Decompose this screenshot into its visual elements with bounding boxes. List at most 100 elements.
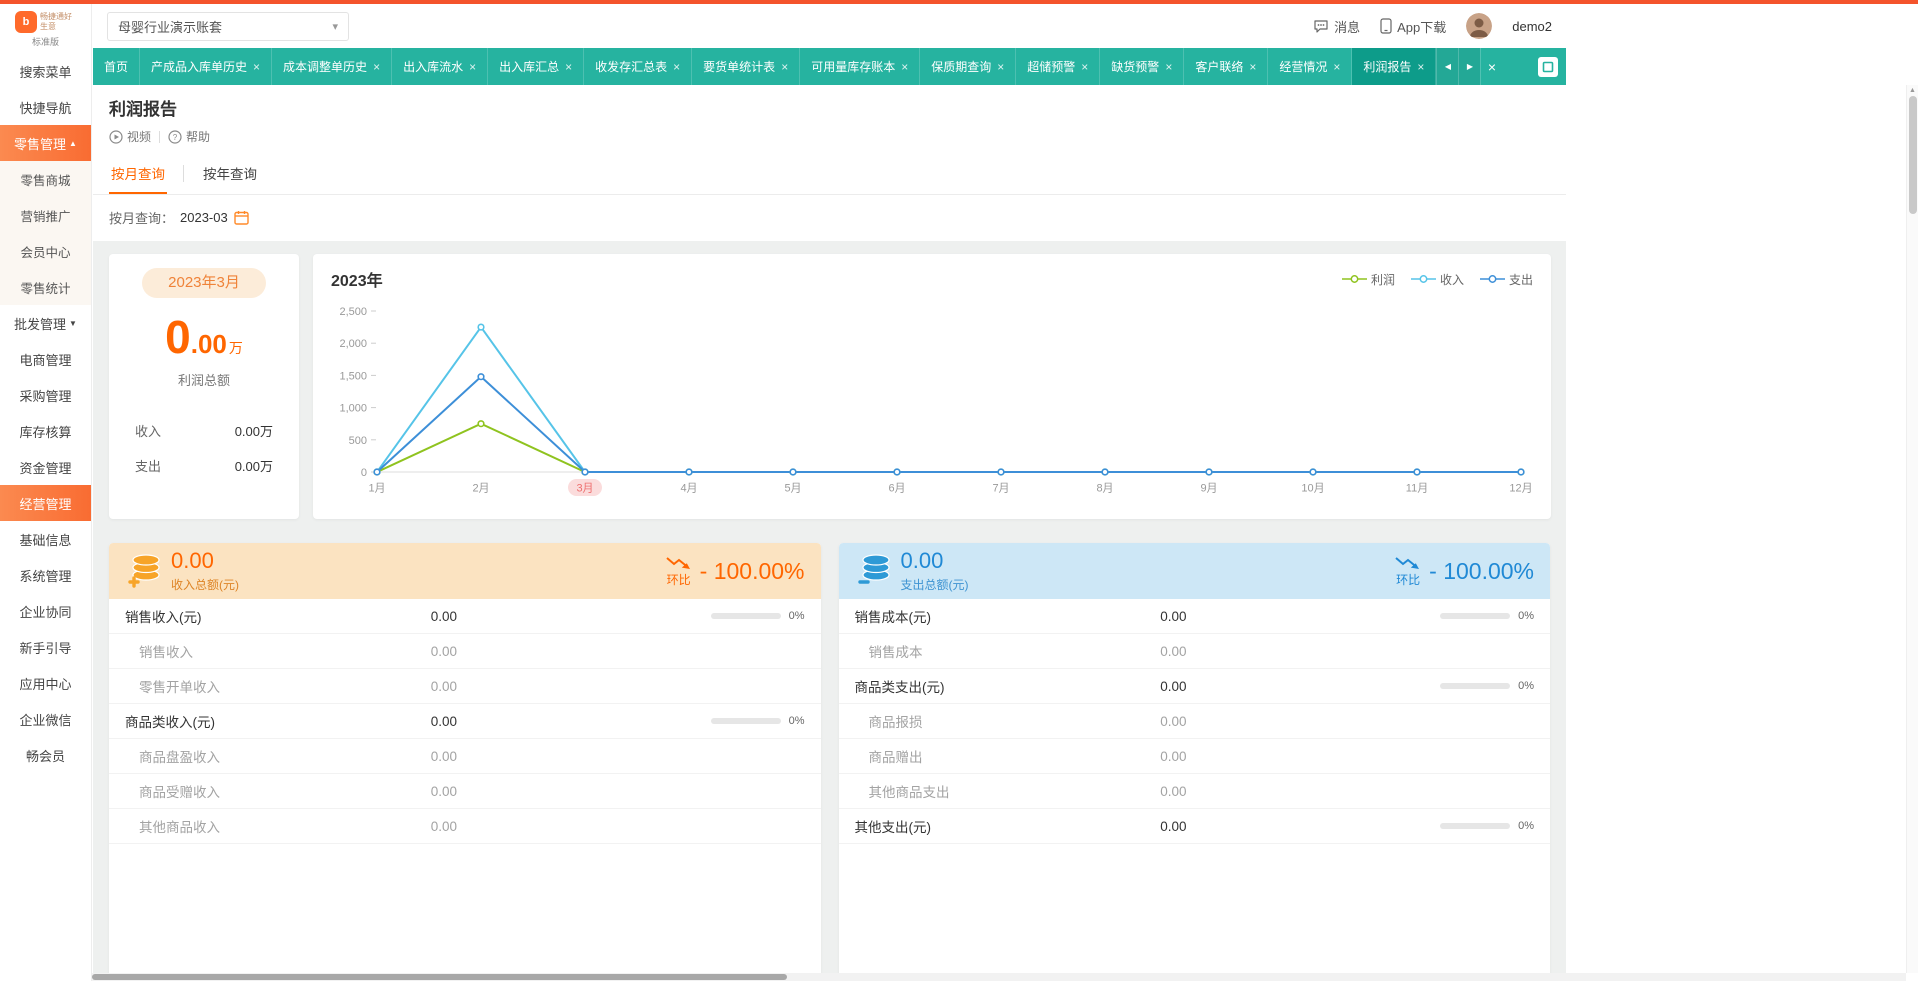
tab-label: 缺货预警 [1111,60,1160,74]
tab-label: 成本调整单历史 [283,60,368,74]
svg-text:12月: 12月 [1509,483,1532,495]
tab[interactable]: 出入库流水 × [392,48,489,85]
stat-row-percent: 0% [1518,680,1534,692]
horizontal-scrollbar-thumb[interactable] [92,974,787,980]
close-icon[interactable]: × [1417,59,1425,74]
account-selector[interactable]: 母婴行业演示账套 ▾ [107,11,349,41]
stat-row: 销售收入(元) 0.00 0% [109,599,821,634]
tab-label: 首页 [104,60,129,74]
horizontal-scrollbar[interactable] [92,973,1906,981]
tab-controls: ◀ ▶ × [1436,48,1502,85]
calendar-icon[interactable] [234,210,249,225]
progress-bar [1440,613,1511,619]
tab[interactable]: 收发存汇总表 × [584,48,693,85]
trend-down-icon [1395,556,1420,569]
sidebar-item[interactable]: 基础信息 [0,521,91,557]
stat-row-value: 0.00 [430,678,458,694]
avatar[interactable] [1466,13,1493,39]
username[interactable]: demo2 [1512,18,1552,34]
sidebar-item[interactable]: 会员中心 [0,233,91,269]
close-icon[interactable]: × [1249,59,1257,74]
page-head: 利润报告 视频 ? 帮助 按月查询 按年查询 按月查询： 2023-03 [93,85,1566,241]
stat-row-percent: 0% [788,715,805,727]
sidebar-item[interactable]: 搜索菜单 [0,53,91,89]
sidebar-item[interactable]: 采购管理 [0,377,91,413]
tab[interactable]: 超储预警 × [1016,48,1101,85]
close-icon[interactable]: × [901,59,909,74]
sidebar: b 畅捷通好生意 标准版 搜索菜单 快捷导航 零售管理 ▲ 零售商城 营销推广 会员中心 零售… [0,4,92,981]
tab[interactable]: 产成品入库单历史 × [140,48,273,85]
sidebar-item[interactable]: 畅会员 [0,737,91,773]
tab[interactable]: 利润报告 × [1352,48,1437,85]
tab[interactable]: 保质期查询 × [920,48,1017,85]
video-link[interactable]: 视频 [109,128,151,145]
sidebar-item[interactable]: 企业微信 [0,701,91,737]
income-mom: 环比 - 100.00% [665,555,805,588]
close-icon[interactable]: × [1333,59,1341,74]
page-links: 视频 ? 帮助 [109,128,1550,145]
messages-button[interactable]: 消息 [1313,17,1360,36]
close-icon[interactable]: × [997,59,1005,74]
tabs-scroll-left-button[interactable]: ◀ [1436,48,1459,85]
tabs-close-all-button[interactable]: × [1480,48,1502,85]
close-icon[interactable]: × [781,59,789,74]
close-icon[interactable]: × [565,59,573,74]
profit-total-unit: 万 [228,340,243,356]
vertical-scrollbar-thumb[interactable] [1908,96,1917,214]
tab[interactable]: 首页 [93,48,141,85]
svg-text:6月: 6月 [888,483,905,495]
sidebar-item[interactable]: 应用中心 [0,665,91,701]
tab[interactable]: 出入库汇总 × [488,48,585,85]
stat-row-value: 0.00 [1160,783,1187,799]
month-picker-value[interactable]: 2023-03 [180,210,228,225]
tab[interactable]: 成本调整单历史 × [272,48,393,85]
query-tab[interactable]: 按月查询 [109,155,184,194]
help-link[interactable]: ? 帮助 [168,128,210,145]
sidebar-item[interactable]: 批发管理 ▼ [0,305,91,341]
expense-card-header: 0.00 支出总额(元) 环比 - 100.00% [838,543,1550,599]
sidebar-item[interactable]: 营销推广 [0,197,91,233]
sidebar-item[interactable]: 零售商城 [0,161,91,197]
stat-row: 商品受赠收入 0.00 [109,774,821,809]
query-tab[interactable]: 按年查询 [203,167,257,182]
legend-item[interactable]: 利润 [1341,271,1395,288]
scroll-up-icon[interactable]: ▲ [1909,87,1916,94]
close-icon[interactable]: × [673,59,681,74]
stat-row-bar-area: 0% [685,610,805,622]
close-icon[interactable]: × [373,59,381,74]
sidebar-item[interactable]: 零售统计 [0,269,91,305]
app-download-button[interactable]: App下载 [1380,17,1446,36]
main-area: 母婴行业演示账套 ▾ 消息 App下载 demo2 首页 产成品入库单历史 × 成本 [93,4,1566,981]
help-icon: ? [168,129,182,144]
svg-text:8月: 8月 [1096,483,1113,495]
sidebar-item[interactable]: 零售管理 ▲ [0,125,91,161]
income-mom-value: - 100.00% [699,557,805,584]
close-icon[interactable]: × [253,59,261,74]
tab[interactable]: 可用量库存账本 × [800,48,921,85]
expense-rows: 销售成本(元) 0.00 0% 销售成本 0.00 商品类支出(元) 0.00 0% 商品报损 0… [838,599,1550,844]
tab[interactable]: 缺货预警 × [1100,48,1185,85]
vertical-scrollbar[interactable]: ▲ [1906,85,1918,973]
close-icon[interactable]: × [469,59,477,74]
fullscreen-button[interactable] [1538,56,1558,77]
sidebar-item[interactable]: 电商管理 [0,341,91,377]
sidebar-item[interactable]: 新手引导 [0,629,91,665]
tab[interactable]: 要货单统计表 × [692,48,801,85]
tabs-scroll-right-button[interactable]: ▶ [1458,48,1481,85]
sidebar-item[interactable]: 资金管理 [0,449,91,485]
stat-row-value: 0.00 [430,608,458,624]
sidebar-item[interactable]: 系统管理 [0,557,91,593]
close-icon[interactable]: × [1081,59,1089,74]
sidebar-item[interactable]: 库存核算 [0,413,91,449]
tab[interactable]: 经营情况 × [1268,48,1353,85]
legend-item[interactable]: 收入 [1410,271,1464,288]
sidebar-item[interactable]: 快捷导航 [0,89,91,125]
tab[interactable]: 客户联络 × [1184,48,1269,85]
stat-row-value: 0.00 [1160,748,1187,764]
sidebar-item[interactable]: 企业协同 [0,593,91,629]
stat-row-percent: 0% [788,610,805,622]
legend-item[interactable]: 支出 [1479,271,1533,288]
svg-text:9月: 9月 [1200,483,1217,495]
close-icon[interactable]: × [1165,59,1173,74]
sidebar-item[interactable]: 经营管理 [0,485,91,521]
